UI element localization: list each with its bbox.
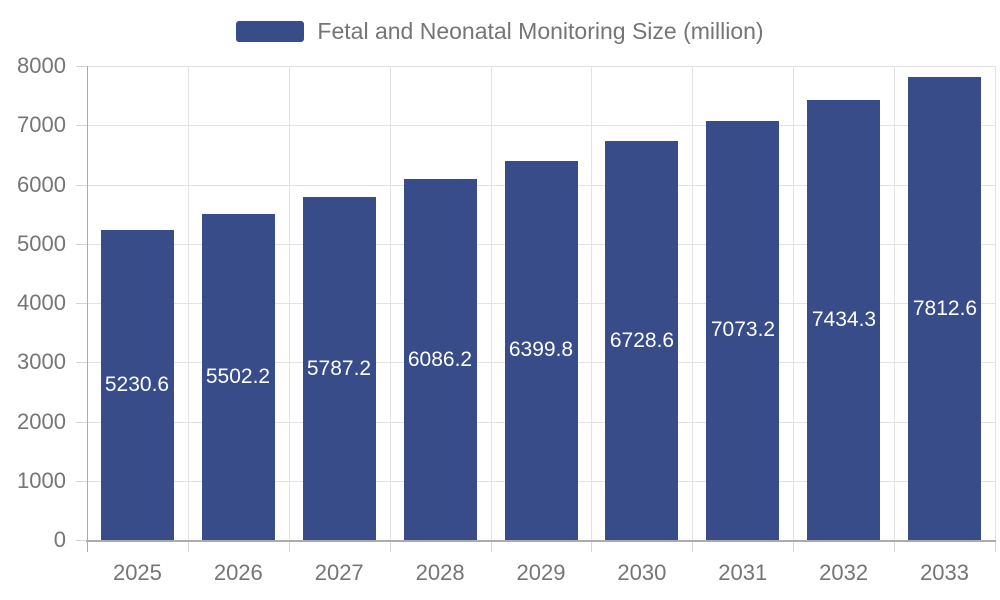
bar-2031 xyxy=(706,121,779,540)
gridline-horizontal xyxy=(87,125,995,126)
y-axis-label: 4000 xyxy=(17,290,66,315)
x-axis-label: 2026 xyxy=(213,560,263,585)
x-axis-tick xyxy=(692,542,693,552)
bar-value-label: 7073.2 xyxy=(710,318,776,341)
x-axis-tick xyxy=(390,542,391,552)
x-axis-label: 2031 xyxy=(718,560,768,585)
gridline-vertical xyxy=(894,66,895,540)
bar-2027 xyxy=(303,197,376,540)
y-axis-tick xyxy=(76,125,87,126)
x-axis-line xyxy=(86,540,996,542)
x-axis-tick xyxy=(894,542,895,552)
bar-2030 xyxy=(605,141,678,540)
bar-value-label: 5787.2 xyxy=(306,357,372,380)
bar-value-label: 5230.6 xyxy=(104,373,170,396)
y-axis-tick xyxy=(76,303,87,304)
bar-2033 xyxy=(908,77,981,540)
y-axis-line xyxy=(87,66,88,552)
gridline-vertical xyxy=(491,66,492,540)
y-axis-tick xyxy=(76,244,87,245)
gridline-vertical xyxy=(289,66,290,540)
x-axis-label: 2032 xyxy=(819,560,869,585)
bar-2025 xyxy=(101,230,174,540)
plot-border-top xyxy=(87,66,996,67)
x-axis-label: 2029 xyxy=(516,560,566,585)
x-axis-label: 2028 xyxy=(415,560,465,585)
plot-border-right xyxy=(995,66,996,540)
y-axis-tick xyxy=(76,66,87,67)
y-axis-label: 3000 xyxy=(17,349,66,374)
gridline-vertical xyxy=(591,66,592,540)
y-axis-label: 6000 xyxy=(17,172,66,197)
gridline-vertical xyxy=(692,66,693,540)
y-axis-label: 5000 xyxy=(17,231,66,256)
gridline-vertical xyxy=(390,66,391,540)
bar-2029 xyxy=(505,161,578,540)
y-axis-label: 0 xyxy=(53,527,66,552)
x-axis-tick xyxy=(793,542,794,552)
x-axis-tick xyxy=(188,542,189,552)
gridline-vertical xyxy=(188,66,189,540)
y-axis-tick xyxy=(76,422,87,423)
y-axis-tick xyxy=(76,362,87,363)
x-axis-tick xyxy=(591,542,592,552)
bar-value-label: 6086.2 xyxy=(407,348,473,371)
y-axis-label: 7000 xyxy=(17,112,66,137)
bar-2028 xyxy=(404,179,477,540)
x-axis-label: 2027 xyxy=(314,560,364,585)
y-axis-label: 1000 xyxy=(17,468,66,493)
x-axis-tick xyxy=(995,542,996,552)
bar-value-label: 7812.6 xyxy=(912,297,978,320)
bar-2026 xyxy=(202,214,275,540)
y-axis-tick xyxy=(76,481,87,482)
chart-legend[interactable]: Fetal and Neonatal Monitoring Size (mill… xyxy=(0,16,1000,46)
y-axis-tick xyxy=(76,540,87,541)
x-axis-label: 2025 xyxy=(112,560,162,585)
y-axis-label: 2000 xyxy=(17,409,66,434)
legend-label: Fetal and Neonatal Monitoring Size (mill… xyxy=(317,18,764,44)
legend-swatch xyxy=(236,20,305,42)
bar-value-label: 7434.3 xyxy=(811,308,877,331)
bar-value-label: 5502.2 xyxy=(205,365,271,388)
bar-value-label: 6399.8 xyxy=(508,338,574,361)
bar-value-label: 6728.6 xyxy=(609,329,675,352)
y-axis-label: 8000 xyxy=(17,53,66,78)
y-axis-tick xyxy=(76,185,87,186)
x-axis-label: 2033 xyxy=(920,560,970,585)
gridline-vertical xyxy=(793,66,794,540)
x-axis-tick xyxy=(289,542,290,552)
x-axis-tick xyxy=(491,542,492,552)
x-axis-label: 2030 xyxy=(617,560,667,585)
bar-2032 xyxy=(807,100,880,540)
